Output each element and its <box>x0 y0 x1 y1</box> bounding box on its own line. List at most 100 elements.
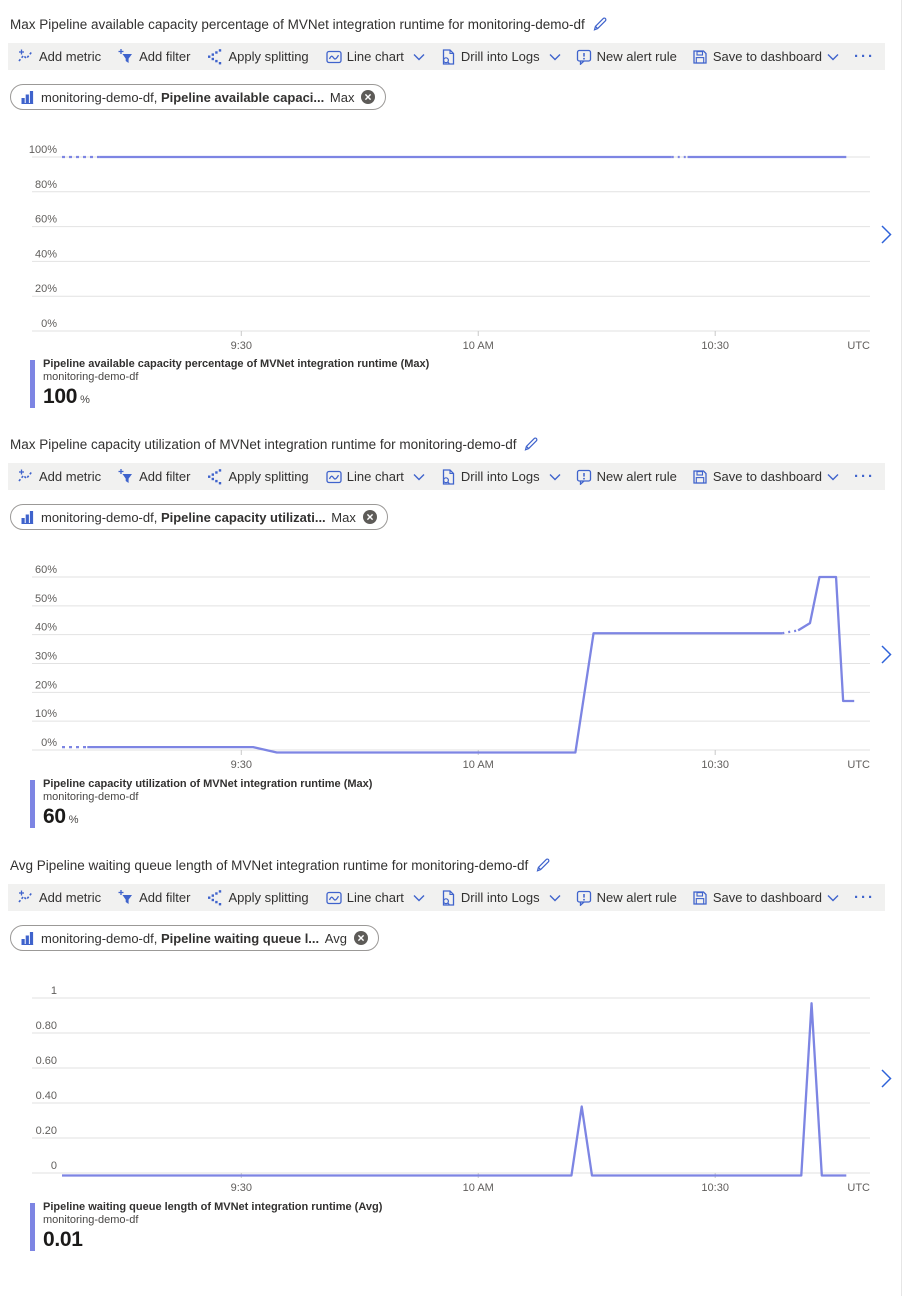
add-metric-icon <box>18 468 33 482</box>
line-chart-icon <box>326 891 342 904</box>
line-chart-icon <box>326 470 342 483</box>
new-alert-rule-button[interactable]: New alert rule <box>576 890 677 906</box>
drill-into-logs-icon <box>442 889 455 906</box>
add-filter-button[interactable]: Add filter <box>118 48 190 65</box>
new-alert-rule-icon <box>576 49 591 65</box>
drill-into-logs-dropdown[interactable]: Drill into Logs <box>440 468 561 485</box>
metric-line-chart[interactable]: 0% 20% 40% 60% 80% 100% 9:30 10 AM 10:30 UTC <box>0 145 880 353</box>
svg-text:20%: 20% <box>35 283 57 295</box>
save-to-dashboard-dropdown[interactable]: Save to dashboard <box>692 890 839 906</box>
svg-text:0.20: 0.20 <box>36 1125 57 1137</box>
chart-type-dropdown[interactable]: Line chart <box>326 890 425 906</box>
drill-into-logs-dropdown[interactable]: Drill into Logs <box>440 48 561 65</box>
svg-text:1: 1 <box>51 986 57 997</box>
page-right-divider <box>901 0 902 1296</box>
svg-text:0.60: 0.60 <box>36 1055 57 1067</box>
more-options-button[interactable]: ··· <box>854 48 875 65</box>
legend-metric-label: Pipeline capacity utilization of MVNet i… <box>43 778 373 790</box>
add-metric-button[interactable]: Add metric <box>18 889 101 906</box>
pill-aggregation: Max <box>329 89 355 105</box>
edit-title-icon[interactable] <box>592 16 608 32</box>
apply-splitting-button[interactable]: Apply splitting <box>207 889 309 906</box>
legend-unit: % <box>68 814 79 826</box>
pill-metric: Pipeline capacity utilizati... <box>160 509 326 525</box>
new-alert-rule-button[interactable]: New alert rule <box>576 49 677 65</box>
pill-resource: monitoring-demo-df, <box>41 930 158 946</box>
add-filter-button[interactable]: Add filter <box>118 889 190 906</box>
apply-splitting-button[interactable]: Apply splitting <box>207 468 309 485</box>
legend-metric-label: Pipeline waiting queue length of MVNet i… <box>43 1201 383 1213</box>
svg-text:40%: 40% <box>35 248 57 260</box>
apply-splitting-button[interactable]: Apply splitting <box>207 48 309 65</box>
legend-color-bar <box>30 780 35 828</box>
chart-type-dropdown[interactable]: Line chart <box>326 469 425 485</box>
pill-resource: monitoring-demo-df, <box>41 509 158 525</box>
metric-chart-section-available-capacity: Max Pipeline available capacity percenta… <box>0 13 907 410</box>
edit-title-icon[interactable] <box>535 857 551 873</box>
legend-value: 0.01 <box>43 1228 83 1251</box>
chart-title: Max Pipeline available capacity percenta… <box>10 16 585 32</box>
line-chart-icon <box>326 50 342 63</box>
save-to-dashboard-icon <box>693 890 707 905</box>
chart-legend[interactable]: Pipeline capacity utilization of MVNet i… <box>30 778 907 830</box>
legend-unit: % <box>80 394 90 406</box>
chart-title: Avg Pipeline waiting queue length of MVN… <box>10 857 529 873</box>
edit-title-icon[interactable] <box>523 436 539 452</box>
remove-metric-icon[interactable] <box>360 89 377 105</box>
svg-text:UTC: UTC <box>847 1182 870 1194</box>
svg-text:10:30: 10:30 <box>701 340 729 352</box>
pill-aggregation: Max <box>331 509 356 525</box>
legend-color-bar <box>30 1203 35 1251</box>
apply-splitting-icon <box>208 48 222 64</box>
metric-pill[interactable]: monitoring-demo-df, Pipeline available c… <box>10 84 387 110</box>
svg-text:10 AM: 10 AM <box>463 759 494 771</box>
svg-text:100%: 100% <box>29 145 57 156</box>
metric-pill[interactable]: monitoring-demo-df, Pipeline waiting que… <box>10 925 379 951</box>
more-options-button[interactable]: ··· <box>854 889 875 906</box>
svg-text:9:30: 9:30 <box>231 759 252 771</box>
bar-chart-icon <box>21 90 34 104</box>
more-options-button[interactable]: ··· <box>854 468 875 485</box>
svg-text:10 AM: 10 AM <box>463 340 494 352</box>
save-to-dashboard-dropdown[interactable]: Save to dashboard <box>692 469 839 485</box>
svg-text:0: 0 <box>51 1160 57 1172</box>
svg-text:0%: 0% <box>41 318 57 330</box>
chart-legend[interactable]: Pipeline available capacity percentage o… <box>30 358 907 410</box>
svg-text:UTC: UTC <box>847 759 870 771</box>
chart-toolbar: Add metric Add filter Apply splitting Li… <box>8 463 885 490</box>
metric-line-chart[interactable]: 0 0.20 0.40 0.60 0.80 1 9:30 10 AM 10:30 UTC <box>0 986 880 1196</box>
remove-metric-icon[interactable] <box>362 509 378 525</box>
chart-legend[interactable]: Pipeline waiting queue length of MVNet i… <box>30 1201 907 1253</box>
chart-toolbar: Add metric Add filter Apply splitting Li… <box>8 884 885 911</box>
add-filter-icon <box>118 889 133 905</box>
svg-text:30%: 30% <box>35 651 57 663</box>
metric-chart-section-waiting-queue: Avg Pipeline waiting queue length of MVN… <box>0 854 907 1253</box>
svg-text:9:30: 9:30 <box>231 340 252 352</box>
legend-metric-label: Pipeline available capacity percentage o… <box>43 358 430 370</box>
remove-metric-icon[interactable] <box>353 930 369 946</box>
next-time-range-button[interactable] <box>881 645 893 670</box>
new-alert-rule-icon <box>576 469 591 485</box>
bar-chart-icon <box>21 510 34 524</box>
chart-title: Max Pipeline capacity utilization of MVN… <box>10 436 517 452</box>
chevron-down-icon <box>413 473 425 480</box>
add-metric-button[interactable]: Add metric <box>18 48 101 65</box>
metric-line-chart[interactable]: 0% 10% 20% 30% 40% 50% 60% 9:30 10 AM 10:30 UTC <box>0 565 880 773</box>
legend-color-bar <box>30 360 35 408</box>
pill-resource: monitoring-demo-df, <box>41 89 158 105</box>
svg-text:UTC: UTC <box>847 340 870 352</box>
add-metric-button[interactable]: Add metric <box>18 468 101 485</box>
add-filter-button[interactable]: Add filter <box>118 468 190 485</box>
chart-type-dropdown[interactable]: Line chart <box>326 49 425 65</box>
next-time-range-button[interactable] <box>881 1069 893 1094</box>
chevron-down-icon <box>413 53 425 60</box>
bar-chart-icon <box>21 931 34 945</box>
save-to-dashboard-dropdown[interactable]: Save to dashboard <box>692 49 839 65</box>
next-time-range-button[interactable] <box>881 225 893 250</box>
svg-text:0.40: 0.40 <box>36 1090 57 1102</box>
chevron-down-icon <box>413 894 425 901</box>
new-alert-rule-button[interactable]: New alert rule <box>576 469 677 485</box>
drill-into-logs-dropdown[interactable]: Drill into Logs <box>440 889 561 906</box>
legend-resource: monitoring-demo-df <box>43 791 139 803</box>
metric-pill[interactable]: monitoring-demo-df, Pipeline capacity ut… <box>10 504 388 530</box>
